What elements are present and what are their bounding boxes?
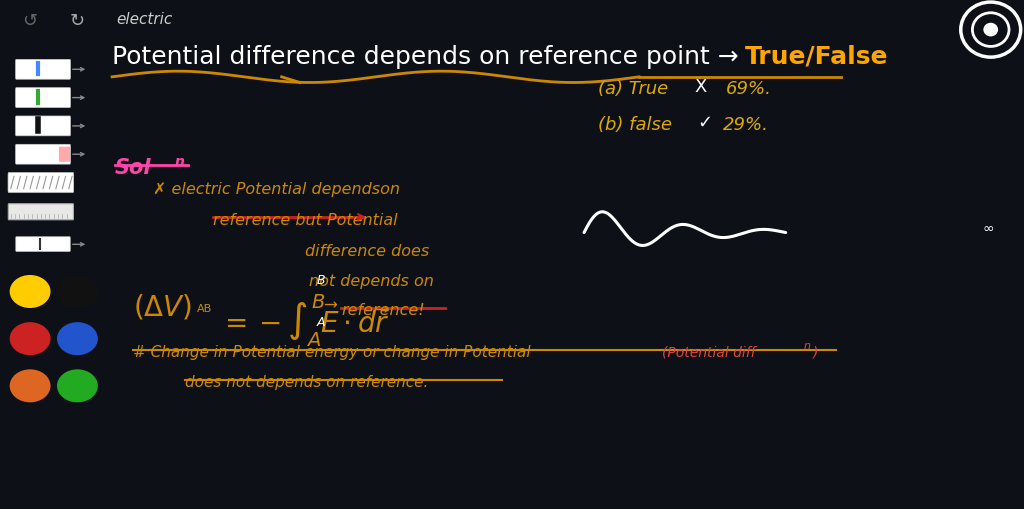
Ellipse shape <box>9 323 50 355</box>
FancyArrowPatch shape <box>73 153 84 157</box>
Text: Potential difference depends on reference point →: Potential difference depends on referenc… <box>112 45 746 69</box>
FancyBboxPatch shape <box>15 117 71 136</box>
Text: electric: electric <box>117 12 173 27</box>
Text: ✗ electric Potential dependson: ✗ electric Potential dependson <box>154 181 400 196</box>
Text: AB: AB <box>198 304 213 314</box>
Text: n: n <box>174 154 184 168</box>
Text: n: n <box>804 340 811 350</box>
Text: ↻: ↻ <box>70 12 85 30</box>
Ellipse shape <box>9 275 50 308</box>
Ellipse shape <box>57 370 98 403</box>
FancyArrowPatch shape <box>73 69 84 72</box>
Text: ↺: ↺ <box>23 12 38 30</box>
Text: 29%.: 29%. <box>723 116 769 133</box>
Text: ✓: ✓ <box>697 114 713 132</box>
Ellipse shape <box>57 323 98 355</box>
Text: does not depends on reference.: does not depends on reference. <box>185 374 429 389</box>
Text: Sol: Sol <box>115 158 152 178</box>
FancyArrowPatch shape <box>73 243 84 246</box>
Text: (b) false: (b) false <box>598 116 672 133</box>
Text: ∞: ∞ <box>983 221 994 235</box>
Text: ): ) <box>813 345 818 359</box>
Text: A: A <box>316 316 325 328</box>
FancyBboxPatch shape <box>15 237 71 252</box>
Text: X: X <box>694 78 707 96</box>
Text: (Potential diff: (Potential diff <box>662 345 756 359</box>
Circle shape <box>984 24 997 37</box>
Text: reference but Potential: reference but Potential <box>213 213 397 228</box>
Ellipse shape <box>9 370 50 403</box>
Text: not depends on: not depends on <box>309 273 434 288</box>
Text: difference does: difference does <box>304 244 429 259</box>
FancyBboxPatch shape <box>8 173 74 193</box>
Text: $= -\int_A^B \!\vec{E}\cdot d\vec{r}$: $= -\int_A^B \!\vec{E}\cdot d\vec{r}$ <box>219 292 390 349</box>
FancyArrowPatch shape <box>73 125 84 128</box>
FancyBboxPatch shape <box>15 60 71 80</box>
Text: # Change in Potential energy or change in Potential: # Change in Potential energy or change i… <box>133 345 530 360</box>
Text: True/False: True/False <box>744 45 888 69</box>
Text: (a) True: (a) True <box>598 80 668 98</box>
Text: 69%.: 69%. <box>726 80 772 98</box>
FancyArrowPatch shape <box>73 97 84 100</box>
Text: reference!: reference! <box>341 302 425 317</box>
Text: B: B <box>316 273 325 286</box>
FancyBboxPatch shape <box>8 204 74 220</box>
Ellipse shape <box>57 275 98 308</box>
FancyBboxPatch shape <box>15 89 71 108</box>
FancyBboxPatch shape <box>15 145 71 165</box>
FancyBboxPatch shape <box>59 148 70 162</box>
Text: $(\Delta V)$: $(\Delta V)$ <box>133 292 193 321</box>
